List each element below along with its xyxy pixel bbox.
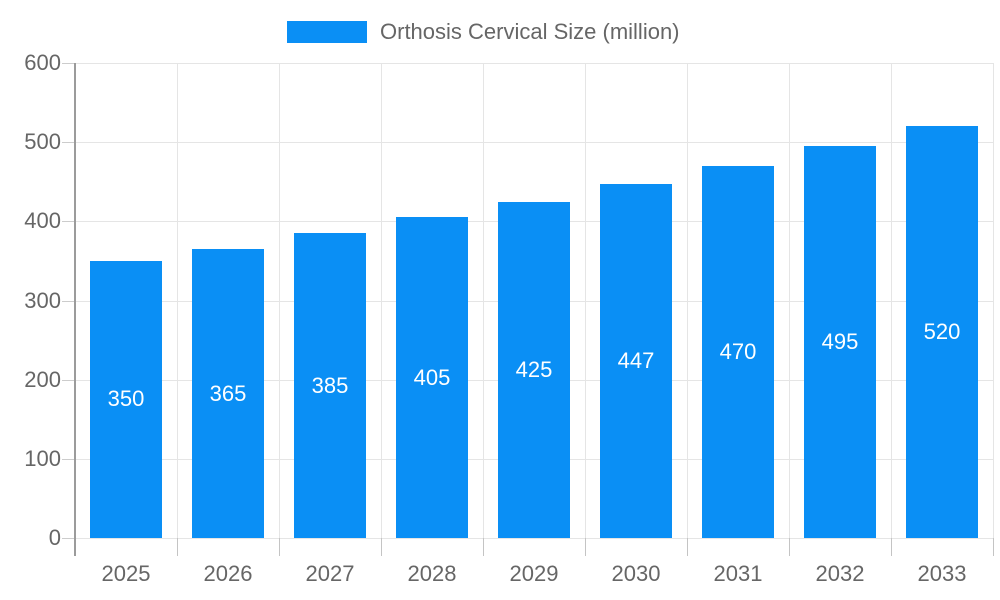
- gridline-horizontal: [75, 63, 993, 64]
- legend-swatch: [287, 21, 367, 43]
- gridline-horizontal: [75, 538, 993, 539]
- bar-2030[interactable]: [600, 184, 672, 538]
- x-axis-tick: [891, 538, 892, 556]
- y-axis-tick: [62, 63, 75, 64]
- x-axis-tick: [483, 538, 484, 556]
- x-axis-label: 2032: [815, 561, 865, 586]
- gridline-horizontal: [75, 142, 993, 144]
- bar-value-label: 520: [923, 319, 961, 345]
- bar-value-label: 425: [515, 356, 553, 382]
- y-axis-label: 200: [24, 366, 61, 392]
- x-axis-tick: [687, 538, 688, 556]
- bar-2029[interactable]: [498, 201, 570, 538]
- y-axis-line: [74, 63, 76, 556]
- y-axis-label: 100: [24, 445, 61, 471]
- bar-value-label: 350: [107, 386, 145, 412]
- x-axis-label: 2031: [713, 561, 763, 586]
- plot-area: 0 100 200 300 400 500 600 350 2025 365 2026 385 2027…: [24, 51, 994, 586]
- bar-2028[interactable]: [396, 217, 468, 538]
- gridline-vertical: [483, 63, 484, 538]
- x-axis-tick: [585, 538, 586, 556]
- y-axis-label: 600: [24, 50, 61, 75]
- bar-2033[interactable]: [906, 126, 978, 538]
- legend-item[interactable]: Orthosis Cervical Size (million): [287, 19, 680, 44]
- bar-2026[interactable]: [192, 249, 264, 538]
- bar-value-label: 470: [719, 338, 757, 364]
- x-axis-tick: [993, 538, 994, 556]
- gridline-vertical: [177, 63, 178, 538]
- x-axis-tick: [789, 538, 790, 556]
- x-axis-label: 2025: [101, 561, 151, 586]
- y-axis-label: 400: [24, 208, 61, 234]
- gridline-vertical: [993, 63, 994, 538]
- x-axis-label: 2027: [305, 561, 355, 586]
- y-axis-tick: [62, 379, 75, 381]
- gridline-vertical: [381, 63, 382, 538]
- legend-label: Orthosis Cervical Size (million): [380, 19, 680, 44]
- y-axis-tick: [62, 458, 75, 460]
- gridline-vertical: [279, 63, 280, 538]
- bar-2027[interactable]: [294, 233, 366, 538]
- y-axis-tick: [62, 142, 75, 144]
- bar-2025[interactable]: [90, 260, 162, 538]
- x-axis-label: 2030: [611, 561, 661, 586]
- bar-2031[interactable]: [702, 165, 774, 538]
- bar-value-label: 405: [413, 364, 451, 390]
- bar-value-label: 365: [209, 380, 247, 406]
- y-axis-tick: [62, 221, 75, 223]
- y-axis-label: 500: [24, 129, 61, 155]
- x-axis-label: 2033: [917, 561, 967, 586]
- bar-value-label: 495: [821, 329, 859, 355]
- bar-2032[interactable]: [804, 146, 876, 538]
- x-axis-label: 2026: [203, 561, 253, 586]
- y-axis-label: 300: [24, 287, 61, 313]
- x-axis-tick: [381, 538, 382, 556]
- x-axis-label: 2029: [509, 561, 559, 586]
- y-axis-label: 0: [48, 525, 61, 550]
- gridline-vertical: [789, 63, 790, 538]
- gridline-vertical: [891, 63, 892, 538]
- y-axis-tick: [62, 300, 75, 302]
- bar-value-label: 447: [617, 348, 655, 374]
- x-axis-tick: [279, 538, 280, 556]
- x-axis-label: 2028: [407, 561, 457, 586]
- bar-value-label: 385: [311, 372, 349, 398]
- gridline-vertical: [585, 63, 586, 538]
- x-axis-tick: [177, 538, 178, 556]
- gridline-vertical: [687, 63, 688, 538]
- y-axis-tick: [62, 538, 75, 539]
